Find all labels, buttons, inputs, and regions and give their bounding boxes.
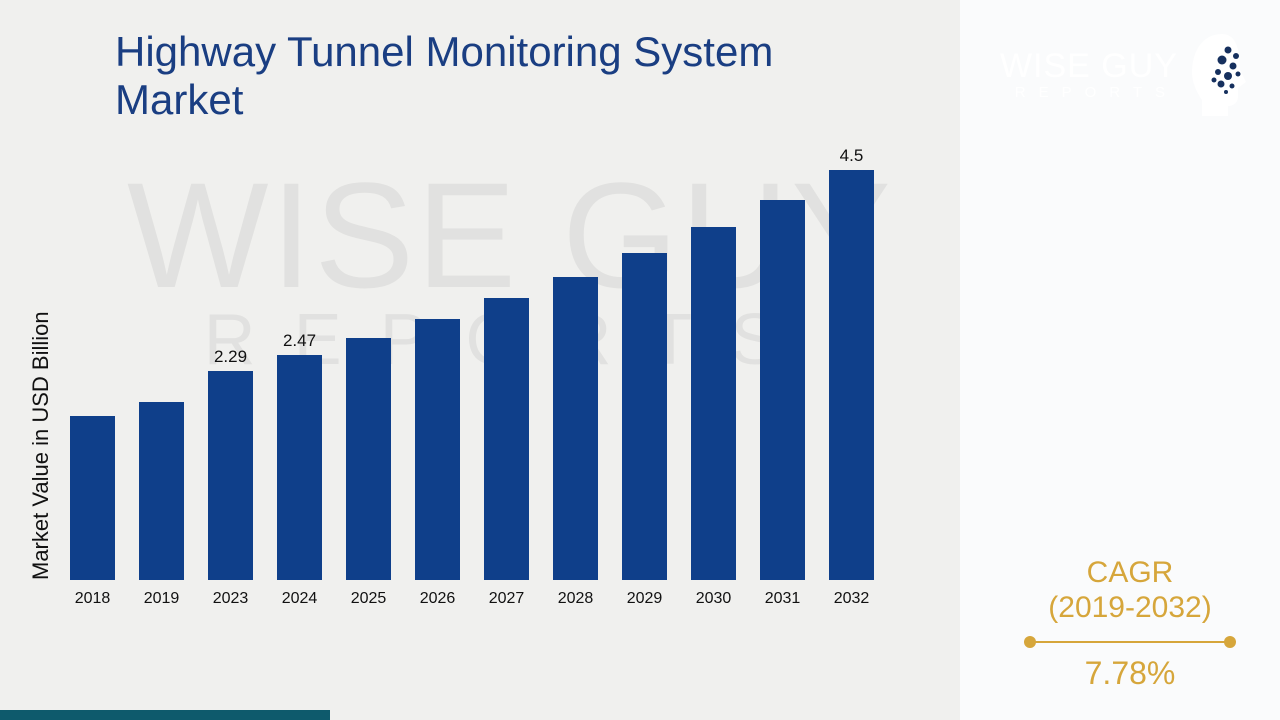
bar: 20232.29 xyxy=(208,371,253,580)
cagr-value: 7.78% xyxy=(980,655,1280,692)
bar: 2030 xyxy=(691,227,736,580)
bar: 20324.5 xyxy=(829,170,874,580)
chart-title: Highway Tunnel Monitoring System Market xyxy=(115,28,875,125)
bar-value-label: 4.5 xyxy=(829,146,874,166)
x-tick-label: 2031 xyxy=(760,590,805,608)
bars-container: 2018 2019 20232.29 20242.47 2025 2026 2027 2028… xyxy=(70,170,900,580)
brand-main: WISE GUY xyxy=(1000,49,1178,83)
x-tick-label: 2026 xyxy=(415,590,460,608)
brand-text: WISE GUY REPORTS xyxy=(1000,49,1178,100)
bar: 2029 xyxy=(622,253,667,580)
bar: 2019 xyxy=(139,402,184,580)
cagr-block: CAGR (2019-2032) 7.78% xyxy=(980,556,1280,692)
bar-value-label: 2.47 xyxy=(277,331,322,351)
bar-chart: 2018201920232.2920242.472025202620272028… xyxy=(70,170,900,610)
cagr-label-line2: (2019-2032) xyxy=(1048,591,1211,624)
x-tick-label: 2028 xyxy=(553,590,598,608)
bar: 2028 xyxy=(553,277,598,580)
bar-value-label: 2.29 xyxy=(208,347,253,367)
x-tick-label: 2018 xyxy=(70,590,115,608)
bar: 2018 xyxy=(70,416,115,580)
x-tick-label: 2032 xyxy=(829,590,874,608)
x-tick-label: 2030 xyxy=(691,590,736,608)
brand-sub: REPORTS xyxy=(1000,85,1178,100)
y-axis-label: Market Value in USD Billion xyxy=(28,311,54,580)
bar: 2026 xyxy=(415,319,460,580)
cagr-label-line1: CAGR xyxy=(1087,556,1174,589)
x-tick-label: 2019 xyxy=(139,590,184,608)
x-tick-label: 2025 xyxy=(346,590,391,608)
head-dots-icon xyxy=(1188,30,1258,118)
x-tick-label: 2024 xyxy=(277,590,322,608)
brand-block: WISE GUY REPORTS xyxy=(978,30,1258,118)
cagr-label: CAGR (2019-2032) xyxy=(980,556,1280,625)
bottom-accent-strip xyxy=(0,710,330,720)
x-tick-label: 2023 xyxy=(208,590,253,608)
x-tick-label: 2029 xyxy=(622,590,667,608)
cagr-divider xyxy=(1030,641,1230,643)
bar: 20242.47 xyxy=(277,355,322,580)
infographic-stage: WISE GUY REPORTS Highway Tunnel Monitori… xyxy=(0,0,1280,720)
bar: 2031 xyxy=(760,200,805,580)
x-tick-label: 2027 xyxy=(484,590,529,608)
bar: 2027 xyxy=(484,298,529,580)
bar: 2025 xyxy=(346,338,391,580)
